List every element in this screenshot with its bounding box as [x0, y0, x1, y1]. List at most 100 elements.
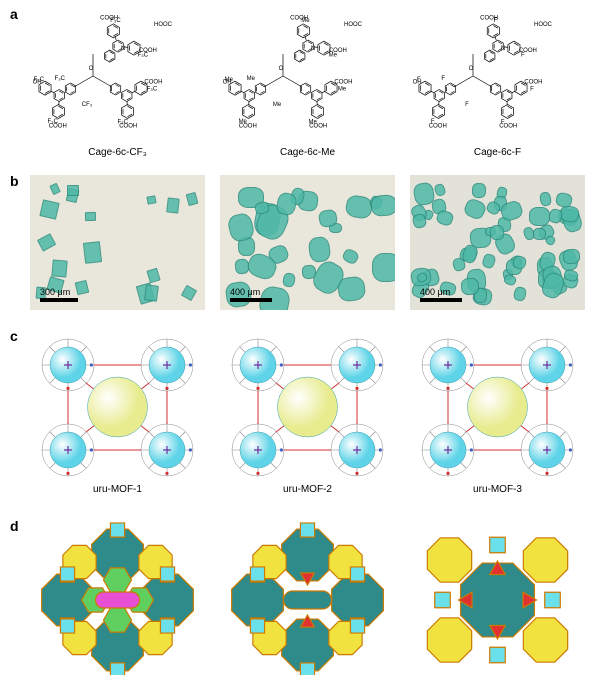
crystal	[186, 192, 199, 206]
svg-text:COOH: COOH	[499, 123, 517, 129]
crystal	[144, 284, 159, 301]
svg-text:COOH: COOH	[518, 48, 536, 54]
caption-c-2: uru-MOF-3	[473, 484, 522, 495]
microscopy-0: 300 μm	[30, 175, 205, 310]
cell-d-2	[410, 520, 585, 680]
svg-text:COOH: COOH	[524, 80, 542, 86]
panel-label-a: a	[10, 6, 18, 22]
cell-d-0	[30, 520, 205, 680]
microscopy-1: 400 μm	[220, 175, 395, 310]
crystal	[539, 191, 552, 207]
scalebar-text-1: 400 μm	[230, 287, 260, 297]
svg-text:COOH: COOH	[309, 123, 327, 129]
tiling-2	[410, 520, 585, 675]
cell-c-1: uru-MOF-2	[220, 330, 395, 500]
scalebar-0: 300 μm	[40, 287, 78, 302]
cell-a-0: F₃CCOOHF₃CCOOHF₃CCOOHF₃CCOOHF₃CCOOHF₃CCO…	[30, 8, 205, 163]
crystal	[146, 268, 160, 283]
svg-text:O: O	[88, 66, 93, 72]
svg-text:COOH: COOH	[138, 48, 156, 54]
crystal	[532, 228, 546, 241]
crystal	[435, 209, 455, 227]
row-c: uru-MOF-1 uru-MOF-2 uru-MOF-3	[30, 330, 585, 500]
crystal	[146, 195, 156, 205]
svg-text:F₃C: F₃C	[146, 86, 157, 92]
row-d	[30, 520, 585, 680]
crystal	[83, 241, 102, 264]
svg-text:COOH: COOH	[480, 15, 498, 21]
cell-b-1: 400 μm	[220, 175, 395, 315]
row-b: 300 μm 400 μm 400 μm	[30, 175, 585, 315]
svg-text:HOOC: HOOC	[534, 22, 553, 28]
svg-text:F: F	[441, 76, 445, 82]
svg-text:Me: Me	[337, 86, 346, 92]
svg-text:O: O	[468, 66, 473, 72]
microscopy-2: 400 μm	[410, 175, 585, 310]
panel-label-c: c	[10, 328, 18, 344]
crystal	[513, 286, 528, 302]
caption-c-0: uru-MOF-1	[93, 484, 142, 495]
crystal	[472, 182, 486, 197]
caption-a-1: Cage-6c-Me	[280, 147, 335, 158]
svg-text:Me: Me	[272, 102, 281, 108]
cell-a-1: MeCOOHMeCOOHMeCOOHMeCOOHMeCOOHMeCOOHMeMe…	[220, 8, 395, 163]
mof-1	[220, 330, 395, 480]
crystal	[166, 197, 180, 213]
crystal	[39, 199, 59, 219]
chem-structure-2: FCOOHFCOOHFCOOHFCOOHFCOOHFCOOHFFNOHOOC	[413, 8, 583, 143]
tiling-0	[30, 520, 205, 675]
svg-text:COOH: COOH	[328, 48, 346, 54]
crystal	[51, 259, 67, 278]
cell-c-2: uru-MOF-3	[410, 330, 585, 500]
scalebar-bar-0	[40, 298, 78, 302]
crystal	[481, 253, 496, 269]
scalebar-text-2: 400 μm	[420, 287, 450, 297]
mof-2	[410, 330, 585, 480]
caption-a-0: Cage-6c-CF₃	[88, 147, 147, 158]
crystal	[282, 272, 296, 288]
cell-b-2: 400 μm	[410, 175, 585, 315]
mof-0	[30, 330, 205, 480]
crystal	[503, 273, 518, 287]
svg-text:F: F	[465, 102, 469, 108]
svg-text:COOH: COOH	[119, 123, 137, 129]
crystal	[37, 234, 56, 252]
svg-text:HOOC: HOOC	[154, 22, 173, 28]
scalebar-text-0: 300 μm	[40, 287, 70, 297]
svg-text:F₃C: F₃C	[54, 76, 65, 82]
svg-text:COOH: COOH	[334, 80, 352, 86]
svg-text:COOH: COOH	[428, 123, 446, 129]
chem-structure-0: F₃CCOOHF₃CCOOHF₃CCOOHF₃CCOOHF₃CCOOHF₃CCO…	[33, 8, 203, 143]
svg-text:COOH: COOH	[144, 80, 162, 86]
crystal	[341, 248, 361, 267]
crystal	[563, 248, 581, 264]
caption-c-1: uru-MOF-2	[283, 484, 332, 495]
svg-text:COOH: COOH	[238, 123, 256, 129]
caption-a-2: Cage-6c-F	[474, 147, 521, 158]
svg-text:N: N	[120, 46, 124, 52]
svg-text:COOH: COOH	[48, 123, 66, 129]
svg-text:HOOC: HOOC	[344, 22, 363, 28]
chem-structure-1: MeCOOHMeCOOHMeCOOHMeCOOHMeCOOHMeCOOHMeMe…	[223, 8, 393, 143]
tiling-1	[220, 520, 395, 675]
scalebar-1: 400 μm	[230, 287, 272, 302]
crystal	[370, 194, 395, 217]
svg-text:CF₃: CF₃	[81, 102, 92, 108]
svg-text:COOH: COOH	[33, 80, 42, 86]
crystal	[344, 194, 374, 220]
crystal	[433, 183, 447, 198]
crystal	[67, 184, 79, 195]
scalebar-bar-1	[230, 298, 272, 302]
panel-label-b: b	[10, 173, 19, 189]
panel-label-d: d	[10, 518, 19, 534]
row-a: F₃CCOOHF₃CCOOHF₃CCOOHF₃CCOOHF₃CCOOHF₃CCO…	[30, 8, 585, 163]
crystal	[307, 236, 331, 264]
svg-text:Me: Me	[246, 76, 255, 82]
crystal	[462, 197, 487, 221]
scalebar-bar-2	[420, 298, 462, 302]
svg-text:COOH: COOH	[100, 15, 118, 21]
svg-text:N: N	[500, 46, 504, 52]
svg-text:O: O	[278, 66, 283, 72]
cell-a-2: FCOOHFCOOHFCOOHFCOOHFCOOHFCOOHFFNOHOOC C…	[410, 8, 585, 163]
crystal	[84, 211, 96, 220]
